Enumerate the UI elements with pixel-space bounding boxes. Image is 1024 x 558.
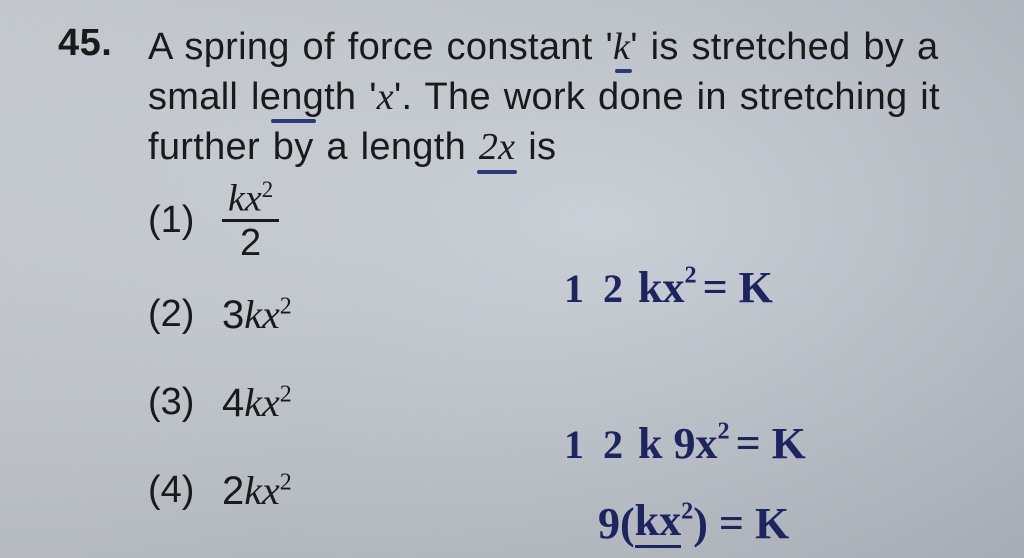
body: kx	[244, 380, 280, 425]
body: kx	[244, 292, 280, 337]
hand-exp: 2	[681, 497, 693, 524]
hand-frac-num: 1	[560, 422, 588, 467]
handwriting-line-1: 1 2 kx2 = K	[560, 262, 779, 310]
option-1: (1) kx2 2	[148, 170, 982, 270]
qtext-part: ' is stretched by	[630, 26, 904, 68]
question-row: 45. A spring of force constant 'k' is st…	[58, 22, 982, 172]
hand-fraction: 1 2	[560, 268, 627, 308]
hand-tail: = K	[730, 422, 812, 466]
hand-exp: 2	[717, 417, 729, 444]
hand-pre: 9(	[598, 502, 635, 546]
option-expr: 4kx2	[222, 379, 292, 426]
qtext-part: is	[515, 126, 556, 168]
var-k: k	[613, 22, 630, 72]
fraction: kx2 2	[222, 179, 279, 263]
var-x: x	[377, 76, 394, 118]
hand-frac-num: 1	[560, 266, 588, 311]
options-list: (1) kx2 2 (2) 3kx2 (3) 4kx2 (4) 2kx2	[148, 170, 982, 534]
question-number: 45.	[58, 22, 120, 65]
var-2x: 2x	[479, 122, 515, 172]
exp: 2	[280, 382, 292, 408]
handwriting-line-2: 1 2 k 9x2 = K	[560, 418, 812, 466]
coef: 4	[222, 381, 244, 425]
word-by: by	[273, 122, 314, 172]
hand-post: ) = K	[693, 502, 789, 546]
option-label: (3)	[148, 381, 204, 424]
body: kx	[244, 468, 280, 513]
exp: 2	[280, 470, 292, 496]
hand-mid: kx	[638, 266, 684, 310]
option-expr: 2kx2	[222, 467, 292, 514]
coef: 2	[222, 469, 244, 513]
hand-frac-den: 2	[599, 266, 627, 311]
option-expr: 3kx2	[222, 291, 292, 338]
qtext-part: a length	[314, 126, 479, 168]
qtext-part: '. The work done in	[394, 76, 727, 118]
question-text: A spring of force constant 'k' is stretc…	[148, 22, 982, 172]
fraction-numerator: kx2	[222, 179, 279, 218]
hand-exp: 2	[684, 261, 696, 288]
hand-fraction: 1 2	[560, 424, 627, 464]
coef: 3	[222, 293, 244, 337]
option-expr: kx2 2	[222, 179, 279, 263]
fraction-denominator: 2	[234, 224, 267, 262]
hand-under: kx	[635, 499, 681, 548]
hand-frac-den: 2	[599, 422, 627, 467]
hand-mid: k 9x	[638, 422, 717, 466]
option-label: (4)	[148, 469, 204, 512]
qtext-part: A spring of force constant '	[148, 26, 613, 68]
handwriting-line-3: 9(kx2) = K	[598, 498, 789, 548]
option-label: (2)	[148, 293, 204, 336]
hand-tail: = K	[697, 266, 779, 310]
option-label: (1)	[148, 199, 204, 242]
exp: 2	[280, 294, 292, 320]
